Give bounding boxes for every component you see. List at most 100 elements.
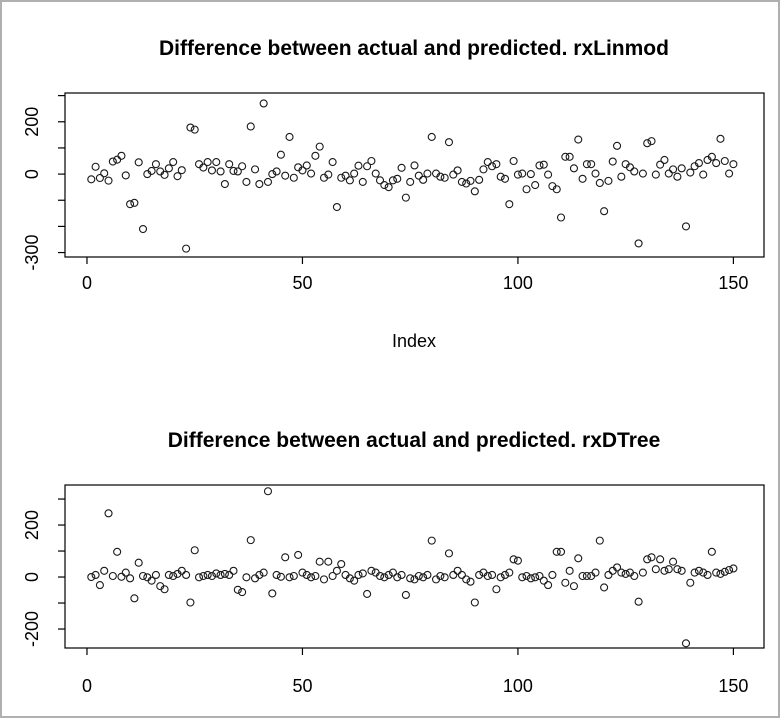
data-point [108,157,117,166]
data-point [375,571,385,581]
data-point [518,573,527,582]
data-point [337,559,346,569]
data-point [100,169,109,178]
data-point [660,566,669,575]
data-point [268,589,277,598]
data-point [526,574,535,583]
data-point [203,570,212,579]
data-point [716,569,725,578]
data-point [272,167,281,176]
data-point [617,568,626,577]
data-point [535,571,544,581]
data-point [324,170,333,179]
data-point [656,160,665,169]
data-point [199,571,208,581]
data-point [531,573,540,582]
data-point [647,137,656,146]
data-point [681,639,691,648]
data-point [729,160,738,169]
data-point [509,555,518,564]
data-point [190,125,199,134]
data-point [199,163,208,172]
data-point [548,570,557,579]
data-point [268,170,277,179]
data-point [229,566,238,575]
data-point [311,571,320,581]
data-point [108,571,117,581]
data-point [147,576,156,585]
data-point [104,176,113,185]
data-point [690,568,699,577]
data-point [255,570,264,579]
x-tick-label: 0 [82,273,92,293]
data-point [263,177,273,186]
data-point [401,193,410,202]
data-point [578,174,587,183]
data-point [147,166,156,175]
data-point [182,244,191,253]
data-point [358,177,367,186]
data-point [638,169,647,178]
data-point [384,570,393,579]
data-point [587,160,596,169]
bottom-chart: 0 50 100 150 200 0 -200 [22,484,765,696]
data-point [341,171,350,180]
data-point [246,536,255,545]
data-point [483,158,492,167]
data-point [138,571,148,581]
data-point [427,132,436,141]
y-tick-label: 0 [22,572,42,582]
data-point [207,571,217,581]
data-point [444,138,454,147]
data-point [712,568,721,577]
data-point [634,239,643,248]
data-point [656,555,665,564]
data-point [138,224,148,234]
data-point [707,152,716,161]
data-point [151,570,160,579]
data-point [612,141,622,150]
data-point [630,571,639,581]
data-point [302,161,311,170]
data-point [449,170,458,179]
data-point [600,207,609,216]
data-point [518,169,527,178]
data-point [716,134,725,143]
data-point [647,553,656,562]
data-point [444,549,454,558]
data-point [556,213,566,222]
data-point [625,163,635,172]
data-point [298,166,307,175]
data-point [345,574,354,583]
data-point [423,570,432,579]
data-point [544,581,553,590]
data-point [363,162,372,171]
data-point [324,557,333,566]
data-point [712,159,721,168]
data-point [410,161,419,170]
data-point [358,569,367,578]
data-point [259,99,268,108]
data-point [177,566,186,575]
data-point [462,575,471,584]
data-point [574,135,583,144]
data-point [328,158,337,167]
data-point [505,200,514,209]
data-point [414,171,423,180]
data-point [488,162,497,171]
data-point [686,578,695,587]
data-point [612,563,622,572]
data-point [311,151,320,160]
data-point [539,160,548,169]
data-point [673,565,682,574]
data-point [388,176,398,185]
data-point [729,564,738,573]
data-point [483,571,492,581]
x-tick-label: 100 [503,676,533,696]
data-point [164,164,173,173]
data-point [238,588,247,597]
data-point [294,550,303,559]
data-point [87,572,96,582]
data-point [703,570,712,579]
